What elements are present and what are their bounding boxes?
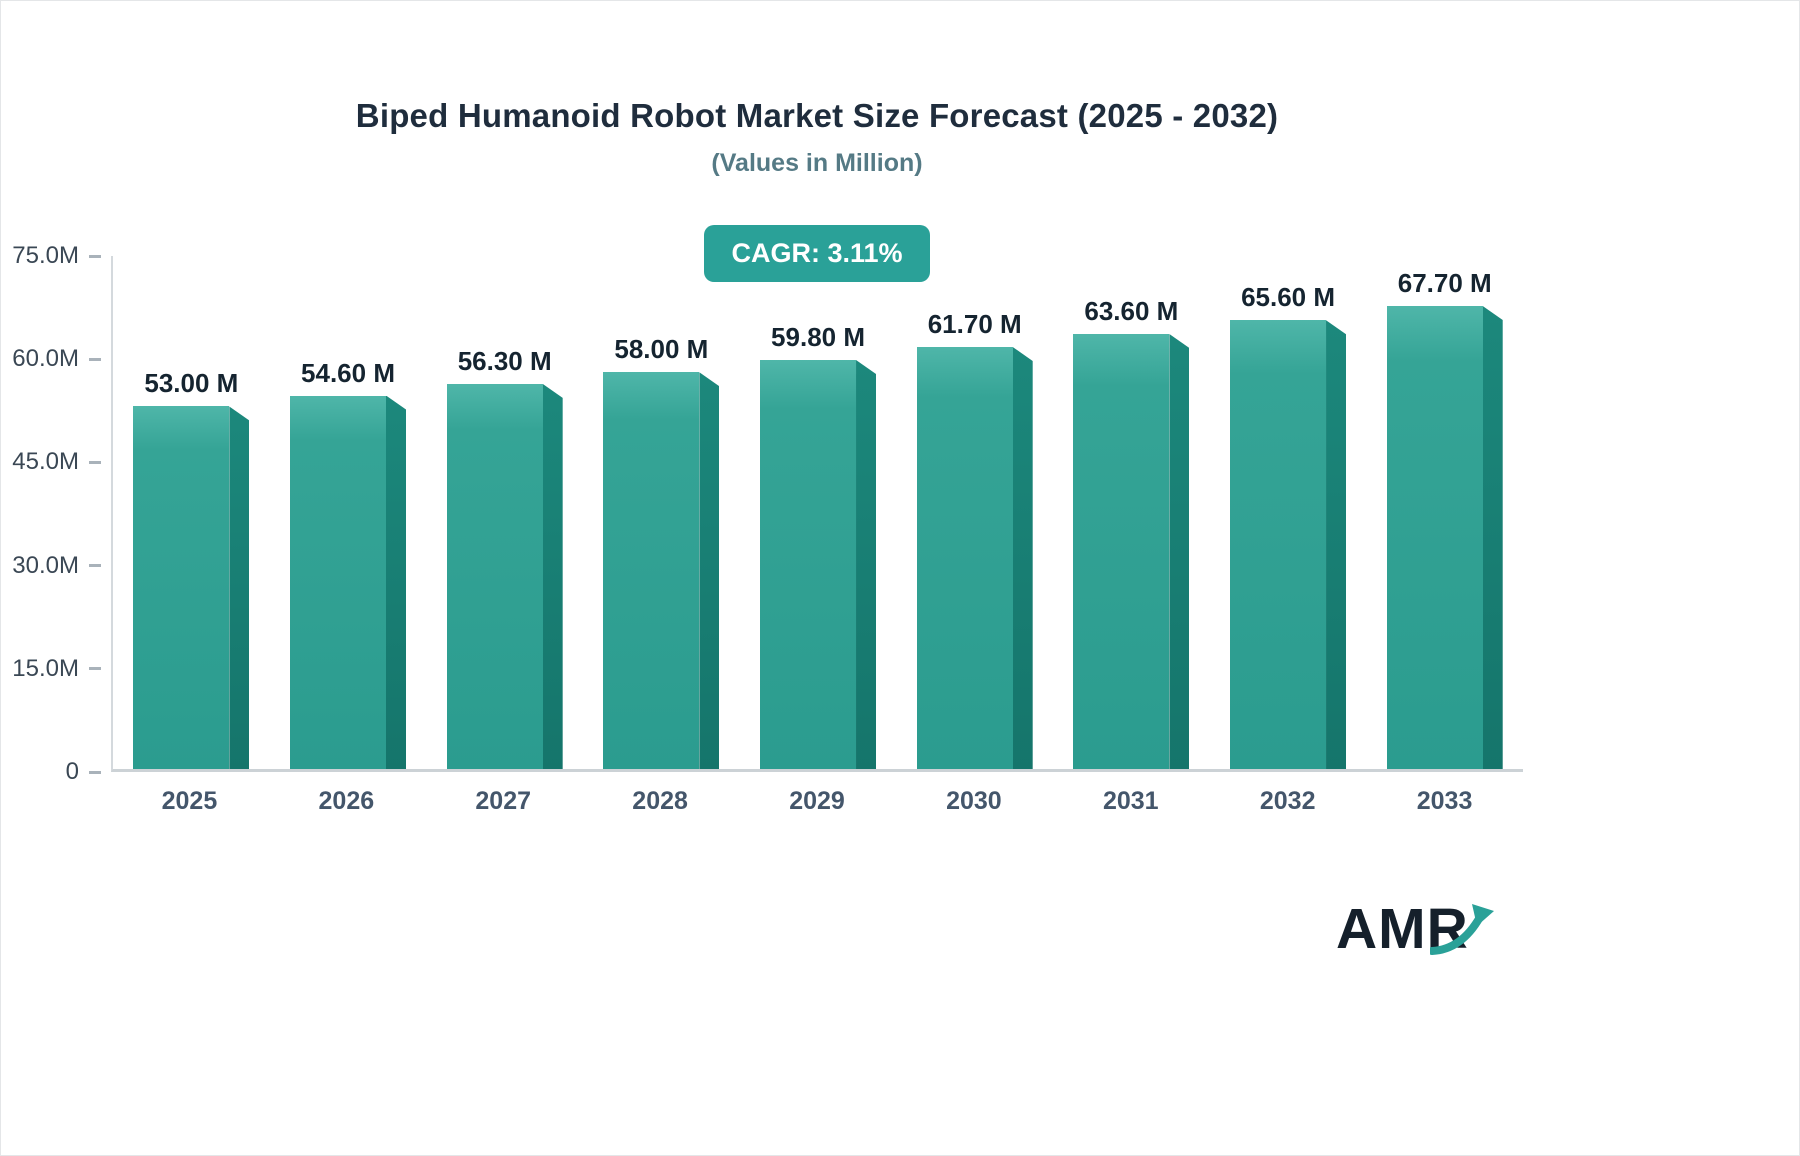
bar-side-face xyxy=(1326,320,1347,769)
y-axis-tick-mark xyxy=(89,357,101,361)
bar-2032 xyxy=(1230,320,1347,769)
bar-value-label-2031: 63.60 M xyxy=(1084,295,1179,326)
bar-value-label-2032: 65.60 M xyxy=(1241,282,1336,313)
logo-arrow-icon xyxy=(1430,904,1494,955)
bar-column-2027: 56.30 M xyxy=(426,256,583,769)
bar-2030 xyxy=(916,346,1033,769)
bar-2025 xyxy=(133,406,250,769)
bar-2031 xyxy=(1073,333,1190,769)
bar-column-2029: 59.80 M xyxy=(740,256,897,769)
bar-column-2030: 61.70 M xyxy=(896,256,1053,769)
bar-front-face xyxy=(133,406,230,769)
y-axis-tick-label: 45.0M xyxy=(12,448,79,476)
bar-value-label-2030: 61.70 M xyxy=(927,308,1022,339)
x-axis-label-2030: 2030 xyxy=(946,787,1002,815)
y-axis: 75.0M 60.0M 45.0M 30.0M 15.0M 0 xyxy=(1,242,105,785)
y-axis-tick-30: 30.0M xyxy=(12,552,101,580)
bar-front-face xyxy=(916,346,1013,769)
bar-side-face xyxy=(1482,305,1503,769)
y-axis-tick-label: 15.0M xyxy=(12,654,79,682)
bar-column-2025: 53.00 M xyxy=(113,256,270,769)
bar-side-face xyxy=(542,383,563,769)
bar-column-2026: 54.60 M xyxy=(270,256,427,769)
y-axis-tick-15: 15.0M xyxy=(12,655,101,683)
bar-value-label-2028: 58.00 M xyxy=(614,334,709,365)
bar-column-2028: 58.00 M xyxy=(583,256,740,769)
bar-side-face xyxy=(1012,346,1033,769)
x-axis-label-2029: 2029 xyxy=(789,787,845,815)
y-axis-tick-label: 75.0M xyxy=(12,242,79,269)
cagr-badge: CAGR: 3.11% xyxy=(704,225,930,282)
bar-column-2033: 67.70 M xyxy=(1366,256,1523,769)
bar-value-label-2026: 54.60 M xyxy=(301,357,395,388)
x-axis-label-2026: 2026 xyxy=(318,787,375,815)
bar-2033 xyxy=(1386,305,1503,769)
y-axis-tick-label: 30.0M xyxy=(12,551,79,579)
bar-value-label-2025: 53.00 M xyxy=(144,368,239,399)
bar-front-face xyxy=(1230,320,1327,769)
bar-value-label-2033: 67.70 M xyxy=(1397,267,1492,298)
bar-side-face xyxy=(856,359,877,769)
x-axis-label-2028: 2028 xyxy=(632,787,688,815)
bar-2028 xyxy=(603,372,720,769)
bar-side-face xyxy=(1169,333,1190,769)
cagr-badge-row: CAGR: 3.11% xyxy=(111,225,1523,282)
bar-2026 xyxy=(290,395,406,769)
x-axis-label-2032: 2032 xyxy=(1259,787,1316,815)
bar-value-label-2029: 59.80 M xyxy=(771,321,865,352)
x-axis-label-2033: 2033 xyxy=(1416,787,1473,815)
bar-value-label-2027: 56.30 M xyxy=(457,345,552,376)
bar-side-face xyxy=(229,406,250,769)
x-axis-label-2027: 2027 xyxy=(475,787,532,815)
y-axis-tick-label: 60.0M xyxy=(12,345,79,373)
x-axis-label-2031: 2031 xyxy=(1102,787,1159,815)
plot-area: 53.00 M 54.60 M 56.30 M 58.00 M 59.80 M 61.70… xyxy=(111,256,1523,772)
bar-2029 xyxy=(760,359,877,769)
bar-front-face xyxy=(1073,333,1170,769)
chart-title: Biped Humanoid Robot Market Size Forecas… xyxy=(355,97,1279,134)
y-axis-tick-60: 60.0M xyxy=(12,345,101,373)
y-axis-tick-mark xyxy=(89,460,101,464)
amr-logo: AMR xyxy=(1336,896,1506,966)
bar-front-face xyxy=(290,395,386,769)
bar-front-face xyxy=(603,372,700,769)
chart-subtitle: (Values in Million) xyxy=(711,149,923,177)
bar-front-face xyxy=(760,359,857,769)
y-axis-tick-mark xyxy=(89,770,101,774)
bar-side-face xyxy=(699,372,720,769)
y-axis-tick-mark xyxy=(89,667,101,671)
y-axis-tick-75: 75.0M xyxy=(12,242,101,270)
bar-front-face xyxy=(446,383,543,769)
bar-column-2031: 63.60 M xyxy=(1053,256,1210,769)
bar-front-face xyxy=(1386,305,1483,769)
bar-side-face xyxy=(386,395,406,769)
y-axis-tick-0: 0 xyxy=(66,758,101,786)
y-axis-tick-mark xyxy=(89,254,101,258)
x-axis-label-2025: 2025 xyxy=(161,787,218,815)
bar-column-2032: 65.60 M xyxy=(1210,256,1367,769)
y-axis-tick-mark xyxy=(89,564,101,568)
y-axis-tick-45: 45.0M xyxy=(12,448,101,476)
x-axis: 2025 2026 2027 2028 2029 2030 2031 2032 2033 xyxy=(111,787,1523,816)
y-axis-tick-label: 0 xyxy=(65,758,79,785)
bar-2027 xyxy=(446,383,563,769)
